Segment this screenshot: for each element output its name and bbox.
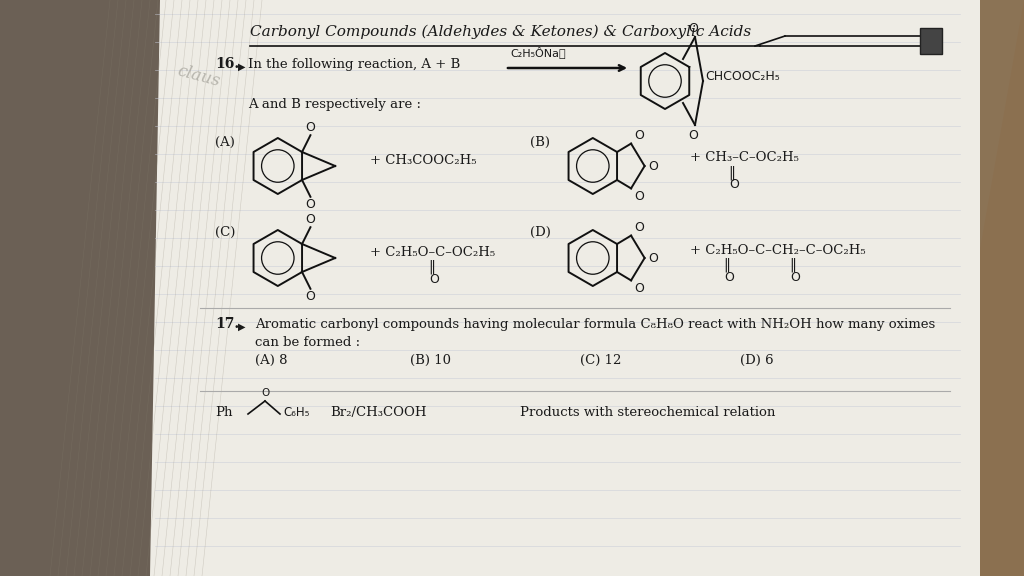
Polygon shape — [150, 0, 980, 576]
Text: O: O — [305, 198, 315, 211]
Text: + C₂H₅O–C–OC₂H₅: + C₂H₅O–C–OC₂H₅ — [370, 246, 496, 259]
Text: O: O — [634, 191, 644, 203]
Text: + CH₃COOC₂H₅: + CH₃COOC₂H₅ — [370, 154, 476, 167]
Text: O: O — [634, 221, 644, 234]
Text: + CH₃–C–OC₂H₅: + CH₃–C–OC₂H₅ — [690, 151, 799, 164]
Text: A and B respectively are :: A and B respectively are : — [248, 98, 421, 111]
Text: (A) 8: (A) 8 — [255, 354, 288, 367]
Text: ▶: ▶ — [238, 322, 246, 332]
Text: C₆H₅: C₆H₅ — [283, 406, 309, 419]
Polygon shape — [0, 0, 200, 576]
Text: O: O — [724, 271, 734, 284]
Text: 16.: 16. — [215, 57, 240, 71]
Text: + C₂H₅O–C–CH₂–C–OC₂H₅: + C₂H₅O–C–CH₂–C–OC₂H₅ — [690, 244, 865, 257]
Text: ‖: ‖ — [429, 260, 435, 275]
Text: (C) 12: (C) 12 — [580, 354, 622, 367]
Text: O: O — [429, 273, 439, 286]
Text: O: O — [634, 128, 644, 142]
Text: can be formed :: can be formed : — [255, 336, 360, 349]
Text: O: O — [729, 178, 739, 191]
Text: O: O — [261, 388, 269, 398]
Text: Products with stereochemical relation: Products with stereochemical relation — [520, 406, 775, 419]
Polygon shape — [940, 0, 1024, 576]
Text: claus: claus — [175, 62, 221, 90]
FancyBboxPatch shape — [920, 28, 942, 54]
Text: Carbonyl Compounds (Aldehydes & Ketones) & Carboxylic Acids: Carbonyl Compounds (Aldehydes & Ketones)… — [250, 25, 752, 39]
Text: O: O — [305, 213, 315, 226]
Text: O: O — [305, 290, 315, 303]
Text: Ph: Ph — [215, 406, 232, 419]
Text: (B) 10: (B) 10 — [410, 354, 451, 367]
Text: 17.: 17. — [215, 317, 240, 331]
Text: Br₂/CH₃COOH: Br₂/CH₃COOH — [330, 406, 427, 419]
Text: Aromatic carbonyl compounds having molecular formula C₈H₈O react with NH₂OH how : Aromatic carbonyl compounds having molec… — [255, 318, 935, 331]
Text: ‖: ‖ — [724, 258, 730, 272]
Text: (B): (B) — [530, 136, 550, 149]
Text: (D): (D) — [530, 226, 551, 239]
Text: C₂H₅ÔNaⓅ: C₂H₅ÔNaⓅ — [510, 46, 565, 58]
Text: O: O — [305, 121, 315, 134]
Text: (A): (A) — [215, 136, 234, 149]
Text: ▶: ▶ — [238, 62, 246, 72]
Text: O: O — [688, 129, 698, 142]
Text: O: O — [688, 22, 698, 35]
Text: ‖: ‖ — [790, 258, 797, 272]
Text: O: O — [634, 282, 644, 295]
Text: ‖: ‖ — [728, 165, 735, 180]
Text: CHCOOC₂H₅: CHCOOC₂H₅ — [705, 70, 779, 82]
Text: (C): (C) — [215, 226, 236, 239]
Text: In the following reaction, A + B: In the following reaction, A + B — [248, 58, 460, 71]
Text: (D) 6: (D) 6 — [740, 354, 773, 367]
Text: O: O — [648, 160, 658, 172]
Text: O: O — [648, 252, 658, 264]
Text: O: O — [791, 271, 800, 284]
